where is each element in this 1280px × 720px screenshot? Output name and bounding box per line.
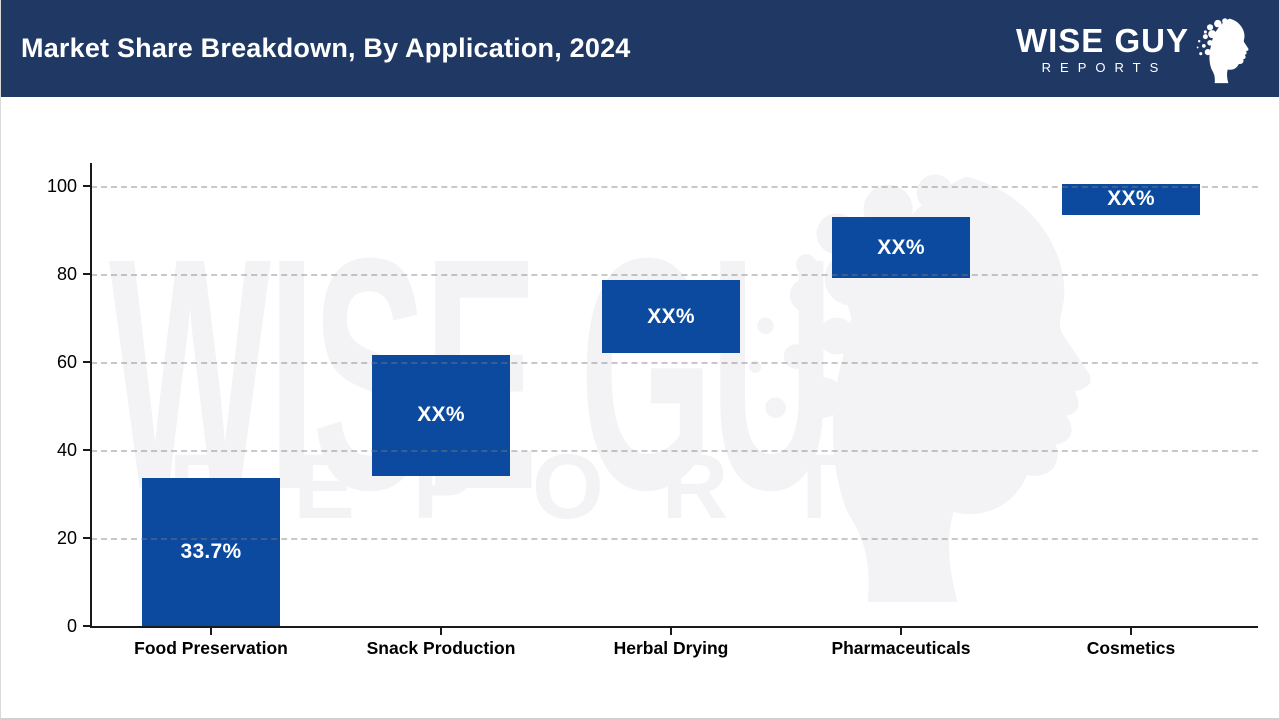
bar-4: XX% [1062, 184, 1200, 215]
gridline-100 [91, 186, 1258, 188]
bar-label-4: XX% [1107, 187, 1155, 211]
logo-text: WISE GUY REPORTS [1016, 24, 1189, 74]
y-tick-mark-80 [83, 273, 91, 275]
wise-guy-logo: WISE GUY REPORTS [1016, 9, 1255, 89]
bar-1: XX% [372, 354, 510, 477]
x-tick-label-4: Cosmetics [1086, 638, 1176, 658]
page-title: Market Share Breakdown, By Application, … [21, 33, 631, 63]
y-tick-mark-0 [83, 625, 91, 627]
y-tick-mark-40 [83, 449, 91, 451]
gridline-40 [91, 450, 1258, 452]
gridline-20 [91, 538, 1258, 540]
logo-subtitle: REPORTS [1041, 59, 1168, 75]
y-tick-mark-20 [83, 537, 91, 539]
y-tick-label-80: 80 [56, 264, 77, 284]
bar-0: 33.7% [142, 477, 280, 626]
x-axis-spine [90, 626, 1258, 628]
bar-label-1: XX% [417, 403, 465, 427]
bar-3: XX% [832, 216, 970, 279]
x-tick-mark-4 [1130, 628, 1132, 635]
x-tick-mark-3 [900, 628, 902, 635]
header-bar: Market Share Breakdown, By Application, … [1, 0, 1279, 97]
head-profile-icon [1196, 17, 1249, 83]
y-tick-mark-60 [83, 361, 91, 363]
x-tick-mark-1 [440, 628, 442, 635]
bar-2: XX% [602, 280, 740, 354]
y-tick-mark-100 [83, 185, 91, 187]
y-tick-label-40: 40 [56, 440, 77, 460]
chart-area: WISE GUY REPORTS 33.7% XX% XX% XX% XX% 0 20 40… [1, 97, 1279, 718]
y-tick-label-20: 20 [56, 528, 77, 548]
x-tick-mark-0 [210, 628, 212, 635]
bar-label-3: XX% [877, 235, 925, 259]
y-tick-label-0: 0 [66, 616, 77, 636]
bar-label-0: 33.7% [180, 539, 242, 563]
x-tick-label-0: Food Preservation [134, 638, 288, 658]
x-tick-mark-2 [670, 628, 672, 635]
x-tick-label-3: Pharmaceuticals [831, 638, 971, 658]
y-axis-spine [90, 163, 92, 628]
x-tick-label-1: Snack Production [366, 638, 516, 658]
y-tick-label-60: 60 [56, 352, 77, 372]
x-tick-label-2: Herbal Drying [613, 638, 729, 658]
logo-name: WISE GUY [1015, 21, 1189, 59]
gridline-60 [91, 362, 1258, 364]
bar-label-2: XX% [647, 304, 695, 328]
gridline-80 [91, 274, 1258, 276]
y-tick-label-100: 100 [46, 176, 77, 196]
